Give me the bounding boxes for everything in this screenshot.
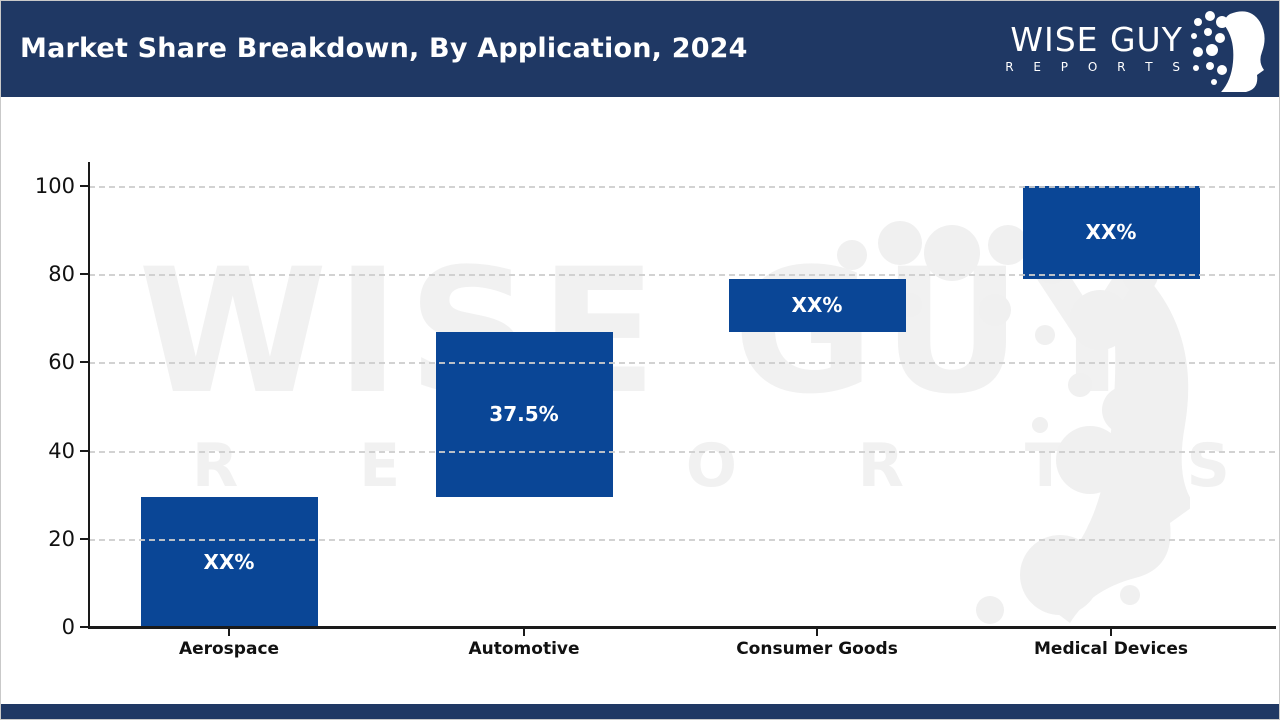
x-tick-mark-1 <box>523 629 525 636</box>
gridline-40 <box>89 450 1275 453</box>
x-tick-mark-3 <box>1110 629 1112 636</box>
x-tick-label-consumer-goods: Consumer Goods <box>736 639 898 659</box>
x-tick-label-medical-devices: Medical Devices <box>1033 639 1189 659</box>
x-axis-line <box>88 626 1276 629</box>
brand-logo-text: WISE GUY R E P O R T S <box>1005 20 1188 75</box>
gridline-80 <box>89 274 1275 277</box>
bar-medical-devices: XX% <box>1022 186 1200 279</box>
bar-value-label: XX% <box>791 293 843 318</box>
brand-logo-wiseguy: WISE GUY <box>1010 20 1183 59</box>
y-tick-label-20: 20 <box>48 526 75 551</box>
bar-value-label: XX% <box>1085 220 1137 245</box>
page-title: Market Share Breakdown, By Application, … <box>20 33 748 64</box>
brand-logo: WISE GUY R E P O R T S <box>1005 6 1266 92</box>
bar-consumer-goods: XX% <box>728 278 906 332</box>
gridline-60 <box>89 362 1275 365</box>
y-tick-label-0: 0 <box>61 615 75 639</box>
x-tick-mark-0 <box>228 629 230 636</box>
footer-bar <box>0 704 1280 720</box>
header-bar: Market Share Breakdown, By Application, … <box>0 0 1280 97</box>
y-tick-mark-100 <box>80 185 88 187</box>
y-tick-mark-60 <box>80 361 88 364</box>
brand-logo-reports: R E P O R T S <box>1005 60 1188 74</box>
y-tick-label-40: 40 <box>48 438 75 463</box>
x-tick-label-automotive: Automotive <box>468 639 580 659</box>
bar-value-label: XX% <box>203 549 255 574</box>
brand-logo-head-icon <box>1191 11 1265 92</box>
y-tick-mark-20 <box>80 537 88 540</box>
bar-automotive: 37.5% <box>435 331 613 497</box>
bar-aerospace: XX% <box>140 496 318 627</box>
gridline-20 <box>89 538 1275 541</box>
y-tick-mark-80 <box>80 273 88 276</box>
x-tick-mark-2 <box>816 629 818 636</box>
y-axis-line <box>88 162 90 628</box>
y-tick-label-100: 100 <box>34 174 75 198</box>
y-tick-label-80: 80 <box>48 262 75 287</box>
y-tick-mark-40 <box>80 449 88 452</box>
y-tick-mark-0 <box>80 626 88 628</box>
y-tick-label-60: 60 <box>48 350 75 375</box>
x-tick-label-aerospace: Aerospace <box>178 639 280 659</box>
bar-value-label: 37.5% <box>489 402 559 427</box>
gridline-100 <box>89 186 1275 188</box>
